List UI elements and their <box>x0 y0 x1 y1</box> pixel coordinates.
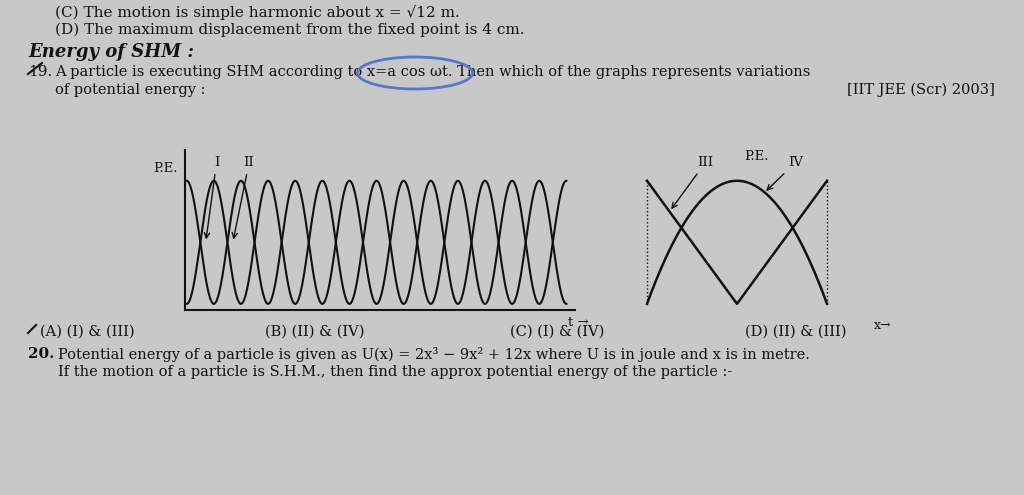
Text: (C) The motion is simple harmonic about x = √12 m.: (C) The motion is simple harmonic about … <box>55 5 460 20</box>
Text: A particle is executing SHM according to x=a cos ωt. Then which of the graphs re: A particle is executing SHM according to… <box>55 65 810 79</box>
Text: If the motion of a particle is S.H.M., then find the approx potential energy of : If the motion of a particle is S.H.M., t… <box>58 365 732 379</box>
Text: 19.: 19. <box>28 65 52 79</box>
Text: IV: IV <box>767 156 803 190</box>
Text: x→: x→ <box>874 319 892 332</box>
Text: Potential energy of a particle is given as U(x) = 2x³ − 9x² + 12x where U is in : Potential energy of a particle is given … <box>58 347 810 362</box>
Text: II: II <box>232 156 255 238</box>
Text: Energy of SHM :: Energy of SHM : <box>28 43 194 61</box>
Text: I: I <box>205 156 219 238</box>
Text: III: III <box>672 156 714 208</box>
Text: (D) The maximum displacement from the fixed point is 4 cm.: (D) The maximum displacement from the fi… <box>55 23 524 38</box>
Text: 20.: 20. <box>28 347 54 361</box>
Text: (B) (II) & (IV): (B) (II) & (IV) <box>265 325 365 339</box>
Text: [IIT JEE (Scr) 2003]: [IIT JEE (Scr) 2003] <box>847 83 995 98</box>
Text: P.E.: P.E. <box>744 150 769 163</box>
Text: (D) (II) & (III): (D) (II) & (III) <box>745 325 847 339</box>
Text: (C) (I) & (IV): (C) (I) & (IV) <box>510 325 604 339</box>
Text: (A) (I) & (III): (A) (I) & (III) <box>40 325 134 339</box>
Text: of potential energy :: of potential energy : <box>55 83 206 97</box>
Text: P.E.: P.E. <box>154 162 178 175</box>
Text: t →: t → <box>568 316 589 329</box>
